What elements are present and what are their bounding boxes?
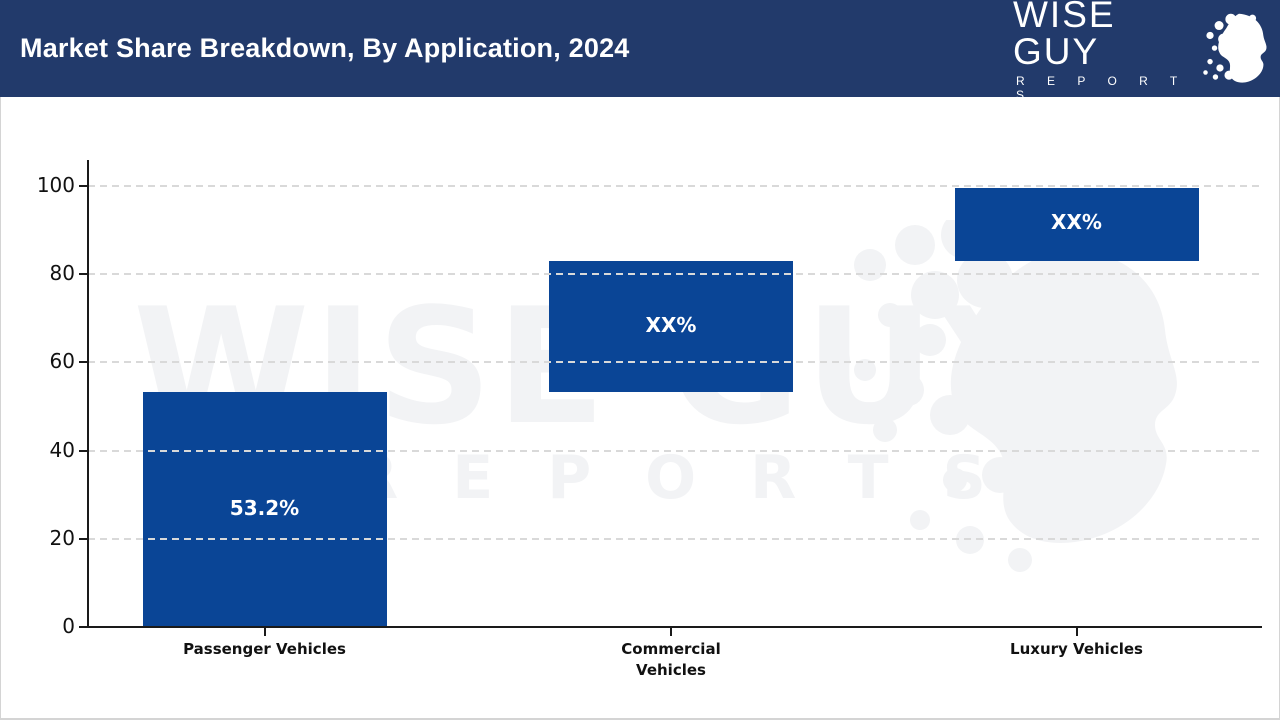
y-tick-mark — [79, 449, 87, 452]
x-axis-line — [87, 626, 1262, 628]
x-tick-mark — [1075, 628, 1078, 636]
brand-head-icon — [1203, 13, 1267, 83]
brand-name: WISE GUY — [1013, 0, 1116, 72]
x-label-passenger-vehicles: Passenger Vehicles — [183, 640, 346, 658]
y-tick-mark — [79, 626, 87, 628]
brand-logo-text: WISE GUY R E P O R T S — [1013, 0, 1197, 102]
y-tick-mark — [79, 185, 87, 187]
bar-value-label: XX% — [645, 312, 697, 337]
bar-value-label: 53.2% — [229, 495, 300, 520]
y-axis-line — [87, 160, 89, 628]
gridline-100 — [88, 185, 1262, 187]
y-tick-mark — [79, 537, 87, 540]
bar-luxury-vehicles — [954, 187, 1199, 261]
gridline-60 — [88, 361, 1262, 364]
watermark-head-dots — [830, 220, 1177, 572]
gridline-80 — [88, 273, 1262, 276]
y-tick-label: 80 — [49, 261, 75, 286]
x-label-luxury-vehicles: Luxury Vehicles — [1010, 640, 1143, 658]
watermark-subtext: REPORTS — [352, 443, 1040, 513]
header-bar: Market Share Breakdown, By Application, … — [0, 0, 1280, 102]
brand-logo: WISE GUY R E P O R T S — [1013, 0, 1268, 102]
x-label-commercial-vehicles: Commercial Vehicles — [621, 640, 721, 679]
x-tick-mark — [670, 628, 672, 636]
bar-passenger-vehicles — [142, 392, 387, 627]
gridline-40 — [88, 449, 1262, 452]
brand-subtitle: R E P O R T S — [1016, 74, 1187, 102]
y-tick-label: 100 — [36, 173, 75, 197]
gridline-20 — [88, 537, 1262, 540]
bar-value-label: XX% — [1051, 210, 1102, 235]
y-tick-label: 20 — [49, 525, 75, 550]
bar-commercial-vehicles — [549, 260, 793, 393]
y-tick-mark — [79, 361, 87, 364]
y-tick-label: 60 — [49, 349, 75, 374]
y-tick-label: 0 — [62, 614, 75, 638]
x-tick-mark — [263, 628, 266, 636]
page-title: Market Share Breakdown, By Application, … — [20, 33, 630, 63]
y-tick-mark — [79, 273, 87, 276]
y-tick-label: 40 — [49, 437, 75, 462]
